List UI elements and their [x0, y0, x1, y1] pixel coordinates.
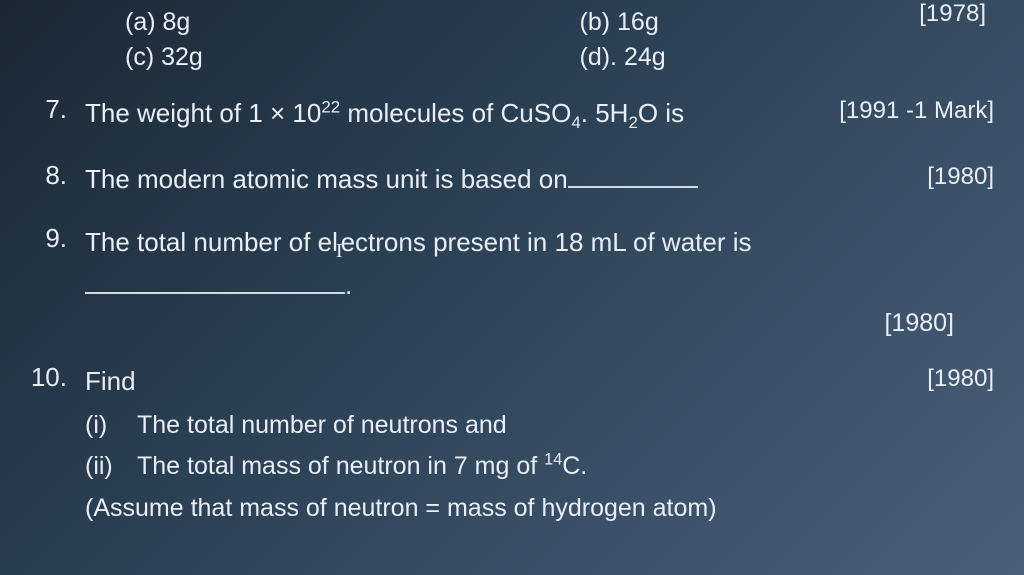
option-a-value: 8g — [163, 8, 191, 36]
question-7: 7. The weight of 1 × 1022 molecules of C… — [30, 94, 994, 136]
q7-sub1: 4 — [571, 113, 580, 132]
q10-i-text: The total number of neutrons and — [137, 407, 907, 445]
q7-text-post: O is — [638, 98, 684, 128]
option-a: (a) 8g — [125, 8, 190, 36]
q7-number: 7. — [30, 94, 85, 125]
q8-body: The modern atomic mass unit is based on — [85, 160, 907, 199]
q7-body: The weight of 1 × 1022 molecules of CuSO… — [85, 94, 819, 136]
options-row-2: (c) 32g (d). 24g — [30, 43, 994, 72]
option-d: (d). 24g — [580, 43, 666, 71]
q8-number: 8. — [30, 160, 85, 191]
q10-ii-marker: (ii) — [85, 448, 137, 486]
q7-dot: . 5H — [581, 98, 629, 128]
q9-body: The total number of elIectrons present i… — [85, 223, 994, 305]
q9-tag: [1980] — [30, 309, 994, 338]
q10-ii-pre: The total mass of neutron in 7 mg of — [137, 452, 544, 480]
option-c-value: 32g — [161, 43, 203, 71]
option-b: (b) 16g — [580, 8, 659, 36]
q10-item-ii: (ii) The total mass of neutron in 7 mg o… — [85, 448, 907, 486]
q10-sublist: (i) The total number of neutrons and (ii… — [85, 407, 907, 486]
option-b-marker: (b) — [580, 8, 611, 36]
question-10: 10. Find (i) The total number of neutron… — [30, 362, 994, 528]
q10-body: Find (i) The total number of neutrons an… — [85, 362, 907, 528]
question-8: 8. The modern atomic mass unit is based … — [30, 160, 994, 199]
q10-tag: [1980] — [907, 362, 994, 393]
option-c-marker: (c) — [125, 43, 154, 71]
q7-exp: 22 — [321, 97, 340, 116]
question-9: 9. The total number of elIectrons presen… — [30, 223, 994, 305]
q10-ii-text: The total mass of neutron in 7 mg of 14C… — [137, 448, 907, 486]
option-a-marker: (a) — [125, 8, 156, 36]
q9-text-mid: ectrons present in 18 mL of water is — [341, 227, 752, 257]
q10-ii-post: C. — [562, 452, 587, 480]
q7-text-mid: molecules of CuSO — [340, 98, 571, 128]
options-row-1: (a) 8g (b) 16g — [30, 8, 994, 37]
year-tag-top: [1978] — [919, 0, 986, 28]
q7-tag: [1991 -1 Mark] — [819, 94, 994, 125]
q9-number: 9. — [30, 223, 85, 254]
q10-assume: (Assume that mass of neutron = mass of h… — [85, 490, 907, 528]
option-b-value: 16g — [617, 8, 659, 36]
q7-text-pre: The weight of 1 × 10 — [85, 98, 321, 128]
blank-fill-line-long — [85, 266, 345, 293]
option-d-value: 24g — [624, 43, 666, 71]
q10-ii-sup: 14 — [544, 451, 562, 469]
option-c: (c) 32g — [125, 43, 203, 71]
q10-item-i: (i) The total number of neutrons and — [85, 407, 907, 445]
q7-sub2: 2 — [628, 113, 637, 132]
q10-i-marker: (i) — [85, 407, 137, 445]
q8-tag: [1980] — [907, 160, 994, 191]
blank-fill-line — [568, 160, 698, 187]
q10-text: Find — [85, 366, 136, 396]
q9-text-pre: The total number of el — [85, 227, 338, 257]
q8-text: The modern atomic mass unit is based on — [85, 164, 568, 194]
option-d-marker: (d). — [580, 43, 618, 71]
q10-number: 10. — [30, 362, 85, 393]
q9-period: . — [345, 270, 352, 300]
